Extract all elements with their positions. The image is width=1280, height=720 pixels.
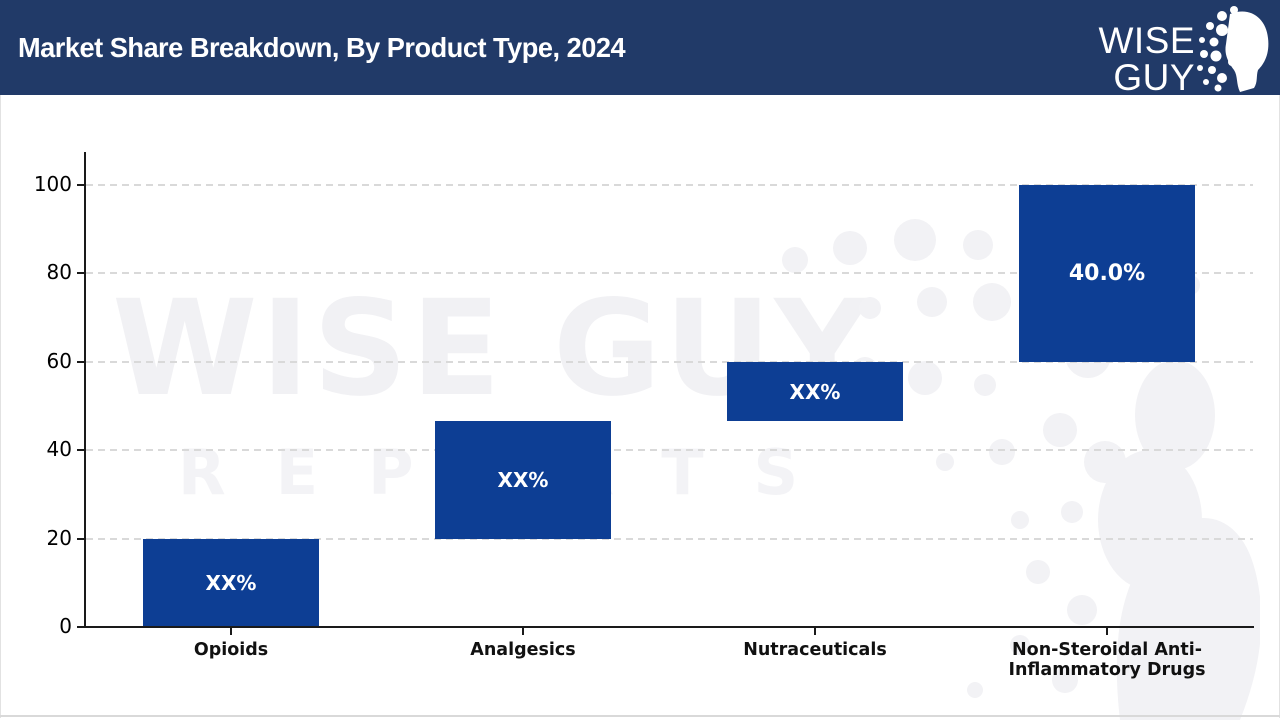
bar-value-label: XX% xyxy=(497,468,549,493)
bar-analgesics: XX% xyxy=(435,421,611,539)
x-tick-2 xyxy=(814,628,816,635)
gridline-60 xyxy=(86,360,1253,363)
header-band: Market Share Breakdown, By Product Type,… xyxy=(0,0,1280,114)
y-tick-label: 0 xyxy=(59,614,72,638)
y-tick-label: 40 xyxy=(46,437,72,462)
x-category-label: Analgesics xyxy=(470,640,576,660)
bar-value-label: XX% xyxy=(789,379,841,404)
y-tick-40 xyxy=(77,449,84,452)
x-axis-spine xyxy=(84,626,1254,628)
bar-nutraceuticals: XX% xyxy=(727,361,903,422)
gridline-100 xyxy=(86,184,1253,186)
logo-wiseguy-label: WISE GUY xyxy=(1098,20,1195,98)
left-border xyxy=(0,95,1,718)
bottom-border xyxy=(0,715,1280,717)
bar-value-label: 40.0% xyxy=(1068,260,1146,286)
logo-text: WISE GUY REPORTS xyxy=(1020,22,1195,114)
bar-value-label: XX% xyxy=(205,570,257,595)
x-category-label: Opioids xyxy=(193,640,269,660)
y-tick-0 xyxy=(77,626,84,628)
logo-reports-label: REPORTS xyxy=(1065,99,1195,114)
gridline-80 xyxy=(86,272,1253,275)
y-tick-60 xyxy=(77,360,84,363)
wise-guy-reports-logo: WISE GUY REPORTS xyxy=(1020,0,1270,114)
bar-opioids: XX% xyxy=(143,538,319,627)
x-tick-0 xyxy=(230,628,232,635)
y-tick-label: 100 xyxy=(33,172,72,196)
logo-face-icon xyxy=(1197,6,1269,92)
gridline-40 xyxy=(86,449,1253,452)
x-category-label: Nutraceuticals xyxy=(743,640,887,660)
y-tick-20 xyxy=(77,537,84,540)
x-tick-1 xyxy=(522,628,524,635)
x-tick-3 xyxy=(1106,628,1108,635)
y-axis-spine xyxy=(84,152,86,628)
y-tick-100 xyxy=(77,184,84,186)
chart-title: Market Share Breakdown, By Product Type,… xyxy=(18,31,626,63)
y-tick-label: 60 xyxy=(46,348,72,373)
y-tick-label: 80 xyxy=(46,260,72,285)
bar-non-steroidal-anti-inflammatory-drugs: 40.0% xyxy=(1019,185,1195,362)
y-tick-label: 20 xyxy=(46,525,72,550)
gridline-20 xyxy=(86,537,1253,540)
y-tick-80 xyxy=(77,272,84,275)
x-category-label: Non-Steroidal Anti-Inflammatory Drugs xyxy=(1008,640,1206,680)
